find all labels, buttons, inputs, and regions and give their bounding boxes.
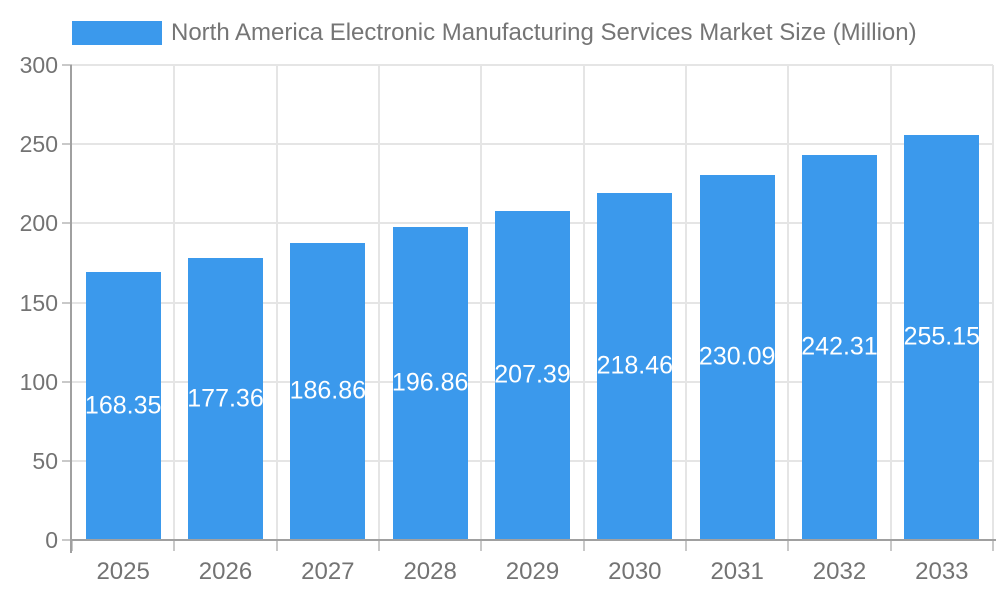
bar-2030: [597, 193, 672, 539]
y-axis-tick-50: [62, 459, 72, 462]
x-axis-tick-0: [71, 540, 73, 551]
bar-2029: [495, 210, 570, 539]
x-tick-label-2028: 2028: [403, 558, 457, 585]
x-axis-tick-2: [276, 540, 278, 551]
y-axis-tick-200: [62, 222, 72, 225]
bar-2028: [393, 227, 468, 539]
bar-value-label-2025: 168.35: [84, 391, 162, 420]
x-tick-label-2030: 2030: [608, 558, 662, 585]
x-axis-tick-4: [480, 540, 482, 551]
bar-2027: [290, 243, 365, 539]
grid-line-v-8: [890, 65, 892, 540]
y-tick-label-150: 150: [19, 289, 58, 316]
x-tick-label-2026: 2026: [198, 558, 253, 585]
x-tick-label-2029: 2029: [505, 558, 560, 585]
bar-value-label-2030: 218.46: [596, 351, 674, 380]
grid-line-v-9: [992, 65, 994, 540]
grid-line-v-7: [787, 65, 789, 540]
bar-2031: [700, 174, 775, 539]
x-axis-line: [70, 539, 996, 541]
y-axis-tick-0: [62, 539, 72, 541]
bar-2032: [802, 155, 877, 539]
y-axis-tick-100: [62, 380, 72, 383]
y-tick-label-250: 250: [19, 131, 58, 158]
legend-label[interactable]: North America Electronic Manufacturing S…: [171, 19, 917, 46]
x-tick-label-2032: 2032: [812, 558, 867, 585]
grid-line-h-300: [72, 64, 993, 66]
x-tick-label-2031: 2031: [710, 558, 764, 585]
bar-value-label-2031: 230.09: [698, 342, 776, 371]
legend-item[interactable]: North America Electronic Manufacturing S…: [72, 20, 917, 46]
bar-value-label-2029: 207.39: [494, 360, 571, 389]
bar-2033: [904, 135, 979, 539]
grid-line-v-2: [276, 65, 278, 540]
grid-line-v-1: [173, 65, 175, 540]
y-tick-label-200: 200: [19, 210, 58, 237]
bar-2026: [188, 258, 263, 539]
x-tick-label-2033: 2033: [915, 558, 969, 585]
y-tick-label-300: 300: [19, 52, 58, 78]
x-axis-tick-9: [992, 540, 994, 551]
grid-line-v-3: [378, 65, 380, 540]
x-axis-tick-1: [173, 540, 175, 551]
y-axis-tick-250: [62, 143, 72, 146]
y-tick-label-50: 50: [32, 447, 58, 474]
x-axis-tick-5: [583, 540, 585, 551]
x-axis-tick-7: [787, 540, 789, 551]
bar-value-label-2028: 196.86: [391, 368, 469, 397]
x-axis-tick-6: [685, 540, 687, 551]
y-tick-label-100: 100: [19, 368, 58, 395]
grid-line-v-6: [685, 65, 687, 540]
grid-line-v-4: [480, 65, 482, 540]
grid-line-v-5: [583, 65, 585, 540]
grid-line-h-250: [72, 143, 993, 146]
y-axis-tick-150: [62, 301, 72, 304]
y-axis-tick-300: [62, 64, 72, 66]
bar-value-label-2027: 186.86: [289, 376, 367, 405]
bar-2025: [86, 272, 161, 539]
x-axis-tick-3: [378, 540, 380, 551]
bar-value-label-2033: 255.15: [903, 322, 981, 351]
x-tick-label-2027: 2027: [301, 558, 355, 585]
legend-swatch[interactable]: [72, 21, 162, 45]
bar-value-label-2032: 242.31: [801, 332, 878, 361]
y-tick-label-0: 0: [45, 527, 58, 553]
bar-value-label-2026: 177.36: [187, 384, 264, 413]
y-axis-line: [70, 65, 72, 553]
x-tick-label-2025: 2025: [96, 558, 150, 585]
x-axis-tick-8: [890, 540, 892, 551]
